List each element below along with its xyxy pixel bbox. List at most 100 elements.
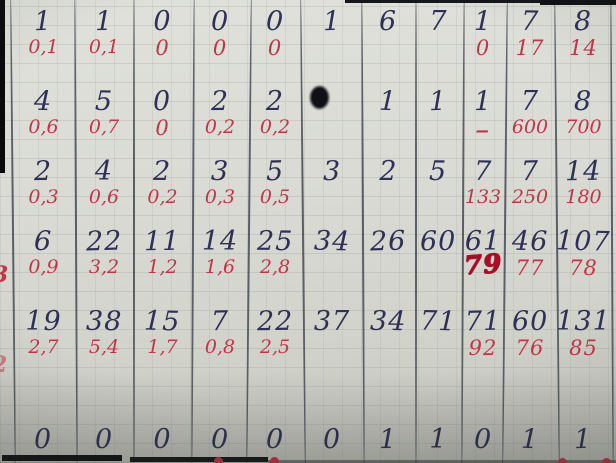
table-cell: 1 xyxy=(304,6,360,82)
value-main: 22 xyxy=(256,305,294,338)
table-cell: 5 xyxy=(417,156,460,226)
table-cell: 15 1,7 xyxy=(135,305,190,380)
value-red: 0,3 xyxy=(204,186,236,209)
value-red: 17 xyxy=(515,36,545,61)
table-cell: 131 85 xyxy=(556,307,610,380)
value-main: 26 xyxy=(369,225,408,258)
table-cell: 1 xyxy=(364,423,413,463)
value-main: 2 xyxy=(265,86,285,117)
value-main: 37 xyxy=(313,306,351,337)
value-main: 7 xyxy=(520,5,540,38)
value-main: 3 xyxy=(322,155,342,188)
value-red-overwritten: 79 xyxy=(462,249,504,282)
table-cell: 7 17 xyxy=(506,5,554,82)
value-main: 1 xyxy=(428,85,449,118)
value-main: 0 xyxy=(265,5,285,38)
value-red: 0,2 xyxy=(259,116,291,139)
value-main: 7 xyxy=(520,155,540,188)
table-cell: 0 xyxy=(14,423,73,463)
table-cell: 7 133 xyxy=(464,156,502,226)
value-main: 107 xyxy=(555,225,612,258)
value-main: 1 xyxy=(94,5,114,38)
value-main: 15 xyxy=(143,305,182,338)
table-cell: 1 xyxy=(506,423,554,463)
value-main: 1 xyxy=(379,423,398,456)
value-red: 76 xyxy=(515,336,545,361)
table-cell: 34 xyxy=(364,306,413,380)
table-cell: 1 0,1 xyxy=(14,6,73,82)
table-cell: 1 xyxy=(558,424,609,463)
table-cell: 5 0,7 xyxy=(77,85,131,158)
red-digit-peek-4 xyxy=(602,458,611,463)
table-cell: 19 2,7 xyxy=(14,307,73,380)
value-red: 0,1 xyxy=(88,36,120,59)
value-red: 700 xyxy=(565,116,602,139)
value-main: 4 xyxy=(34,85,53,118)
value-red: 0 xyxy=(267,36,283,61)
table-cell: 1 0,1 xyxy=(77,5,131,82)
top-edge-shadow xyxy=(345,0,616,3)
table-cell: 4 0,6 xyxy=(14,85,73,158)
table-cell: 14 1,6 xyxy=(194,227,246,298)
table-cell: 5 0,5 xyxy=(250,156,300,226)
table-cell: 7 0,8 xyxy=(194,306,246,380)
column-line xyxy=(415,0,417,463)
value-main: 25 xyxy=(256,225,294,258)
value-red: 600 xyxy=(511,116,549,139)
value-main: 71 xyxy=(464,305,502,338)
value-main: 2 xyxy=(210,85,230,118)
value-red: 3,2 xyxy=(88,256,120,279)
value-main: 2 xyxy=(34,155,53,188)
table-cell: 1 xyxy=(417,85,460,158)
value-main: 38 xyxy=(85,305,123,338)
value-main: 60 xyxy=(420,225,457,258)
table-cell: 2 xyxy=(364,156,413,226)
value-main: 61 xyxy=(464,226,502,257)
value-red: 77 xyxy=(515,256,545,281)
value-red: 0 xyxy=(475,36,491,61)
value-main: 0 xyxy=(265,423,285,456)
value-red: 78 xyxy=(569,256,598,281)
value-main: 6 xyxy=(379,5,398,38)
table-cell: 8 700 xyxy=(558,85,609,158)
value-main: 0 xyxy=(210,5,230,38)
table-cell: 0 xyxy=(77,424,131,463)
table-cell: 7 xyxy=(417,7,460,82)
table-cell: 0 xyxy=(304,424,360,463)
table-cell: 1 xyxy=(417,425,460,463)
table-cell: 22 3,2 xyxy=(77,225,131,298)
table-cell: 14 180 xyxy=(558,156,609,226)
left-edge-partial-red-digit-2: 2 xyxy=(0,352,7,378)
table-cell: 38 5,4 xyxy=(77,305,131,380)
table-cell: 2 0,2 xyxy=(194,85,246,158)
value-main: 1 xyxy=(473,85,493,118)
top-right-edge-shadow xyxy=(540,0,616,5)
value-red: 5,4 xyxy=(88,336,120,359)
value-red: – xyxy=(475,120,491,142)
table-cell: 4 0,6 xyxy=(77,156,131,226)
value-main: 8 xyxy=(574,85,593,118)
value-main: 4 xyxy=(94,156,114,187)
value-main: 0 xyxy=(210,423,230,456)
inked-out-value: 0 xyxy=(311,86,328,108)
value-main: 5 xyxy=(94,85,114,118)
table-cell: 60 76 xyxy=(506,306,554,380)
value-red: 0,5 xyxy=(259,186,291,209)
value-red: 0,7 xyxy=(88,116,120,139)
value-main: 0 xyxy=(33,423,54,456)
table-cell: 34 xyxy=(304,225,360,298)
value-main: 0 xyxy=(153,6,172,37)
value-main: 0 xyxy=(153,424,172,455)
value-main: 2 xyxy=(153,155,172,188)
table-cell: 2 0,3 xyxy=(14,155,73,226)
value-red: 180 xyxy=(565,186,602,209)
value-red: 0 xyxy=(212,36,228,61)
table-cell: 1 xyxy=(364,86,413,158)
value-main: 1 xyxy=(520,423,540,456)
value-main: 2 xyxy=(379,156,398,187)
value-red: 0,2 xyxy=(204,116,236,139)
